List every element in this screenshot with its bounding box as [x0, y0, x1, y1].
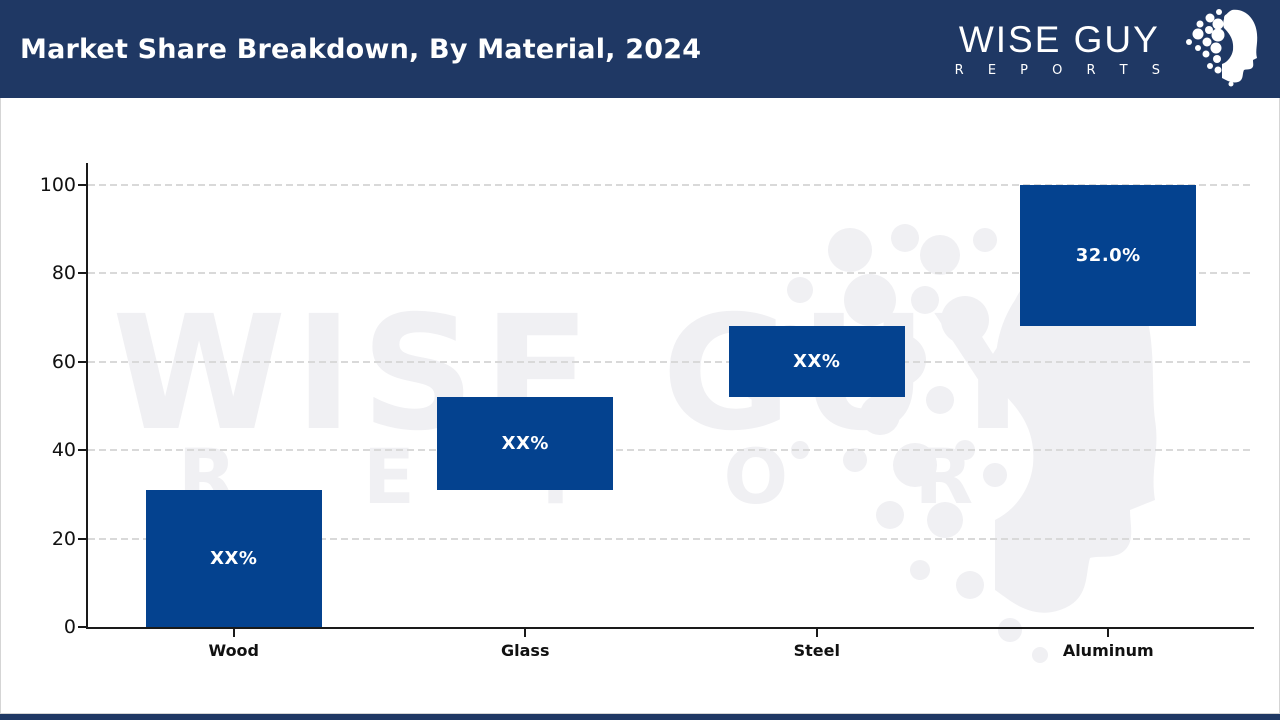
x-label-glass: Glass — [501, 641, 550, 660]
page-title: Market Share Breakdown, By Material, 202… — [20, 33, 702, 65]
y-tick-mark-0 — [78, 626, 86, 628]
x-tick-aluminum — [1107, 629, 1110, 637]
y-tick-label-80: 80 — [51, 262, 76, 285]
brand-logo: WISE GUY R E P O R T S — [949, 0, 1262, 98]
x-label-steel: Steel — [793, 641, 840, 660]
header-bar: Market Share Breakdown, By Material, 202… — [0, 0, 1280, 98]
gridline-40 — [88, 449, 1254, 452]
x-label-wood: Wood — [208, 641, 259, 660]
gridline-20 — [88, 537, 1254, 540]
y-tick-mark-60 — [78, 360, 86, 363]
bar-value-label-aluminum: 32.0% — [1075, 245, 1141, 267]
bar-value-label-steel: XX% — [793, 351, 841, 373]
y-tick-label-0: 0 — [63, 616, 76, 638]
brand-name: WISE GUY — [958, 19, 1160, 60]
y-tick-label-100: 100 — [39, 174, 76, 196]
dotted-head-icon — [1176, 4, 1262, 94]
y-axis-line — [86, 162, 88, 629]
y-tick-mark-100 — [78, 184, 86, 186]
x-axis-line — [86, 627, 1254, 629]
brand-logo-text: WISE GUY R E P O R T S — [949, 21, 1170, 77]
bar-steel: XX% — [728, 326, 905, 398]
y-tick-mark-80 — [78, 272, 86, 275]
bar-wood: XX% — [145, 489, 322, 627]
y-tick-label-20: 20 — [51, 527, 76, 550]
y-tick-label-40: 40 — [51, 439, 76, 462]
bar-value-label-glass: XX% — [501, 433, 549, 455]
footer-bar — [0, 714, 1280, 720]
brand-subtitle: R E P O R T S — [954, 63, 1170, 78]
bar-value-label-wood: XX% — [210, 547, 258, 569]
bar-aluminum: 32.0% — [1020, 185, 1197, 327]
bar-glass: XX% — [437, 397, 614, 490]
gridline-80 — [88, 272, 1254, 275]
x-tick-steel — [815, 629, 818, 637]
gridline-100 — [88, 184, 1254, 186]
x-tick-wood — [232, 629, 235, 637]
gridline-60 — [88, 360, 1254, 363]
y-tick-mark-20 — [78, 537, 86, 540]
y-tick-mark-40 — [78, 449, 86, 452]
x-tick-glass — [524, 629, 527, 637]
y-tick-label-60: 60 — [51, 350, 76, 373]
x-label-aluminum: Aluminum — [1062, 641, 1154, 660]
